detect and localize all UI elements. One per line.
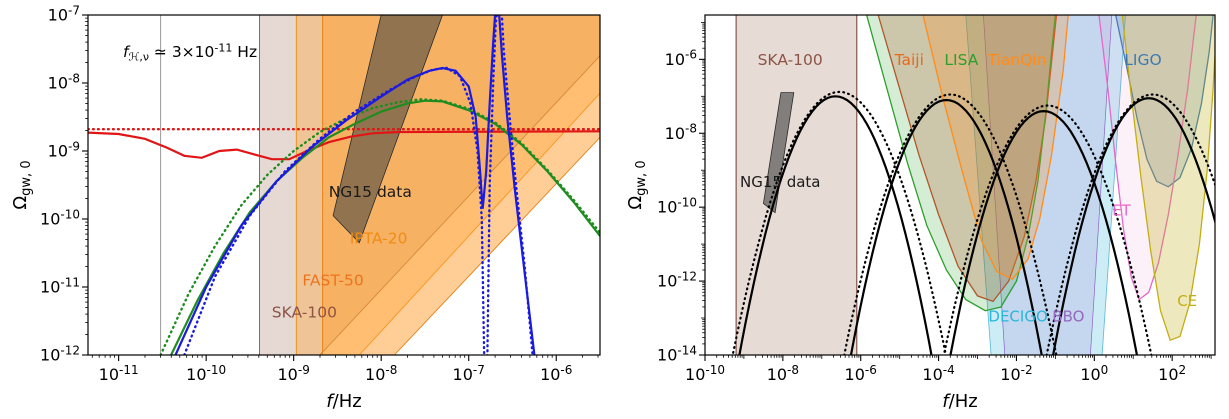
x-tick-label: 10-8	[767, 363, 799, 384]
y-tick-label: 10-14	[657, 343, 697, 364]
x-tick-label: 10-11	[99, 363, 139, 384]
ska-100-label: SKA-100	[758, 51, 823, 69]
ce-label: CE	[1177, 292, 1197, 310]
ng15-label: NG15 data	[329, 183, 412, 201]
y-tick-label: 10-12	[657, 269, 697, 290]
x-tick-label: 10-6	[540, 363, 572, 384]
y-axis-label-left: Ωgw, 0	[10, 160, 34, 209]
series-signal-4-dotted	[1045, 93, 1215, 355]
y-tick-label: 10-10	[40, 207, 80, 228]
x-axis-label-right: f/Hz	[942, 391, 977, 412]
series-signal-2-dotted	[843, 93, 1058, 355]
fill-ce-sensitivity	[1122, 15, 1215, 341]
series-green-dotted	[159, 98, 600, 355]
series-tianqin-sensitivity	[922, 15, 1069, 281]
y-tick-label: 10-8	[48, 71, 80, 92]
et-label: ET	[1112, 201, 1131, 219]
y-tick-label: 10-11	[40, 275, 80, 296]
tianqin-label: TianQin	[987, 51, 1047, 69]
fHnu-annotation: fℋ,ν ≃ 3×10-11 Hz	[123, 41, 257, 63]
y-axis-label-right: Ωgw, 0	[625, 160, 649, 209]
x-axis-label-left: f/Hz	[326, 391, 361, 412]
x-tick-label: 10-4	[922, 363, 954, 384]
ligo-label: LIGO	[1124, 51, 1161, 69]
fill-et-sensitivity	[1099, 15, 1197, 300]
ska-100-label: SKA-100	[272, 304, 337, 322]
series-blue-dotted	[183, 15, 534, 355]
fill-taiji-sensitivity	[878, 15, 1057, 302]
x-tick-label: 10-10	[685, 363, 725, 384]
y-tick-label: 10-9	[48, 139, 80, 160]
lisa-label: LISA	[944, 51, 978, 69]
x-tick-label: 102	[1158, 363, 1186, 384]
y-tick-label: 10-8	[665, 122, 697, 143]
region-BBO-band	[983, 15, 1113, 355]
bbo-label: BBO	[1052, 308, 1084, 326]
ipta-20-label: IPTA-20	[350, 230, 408, 248]
y-tick-label: 10-6	[665, 48, 697, 69]
y-tick-label: 10-7	[48, 3, 80, 24]
ng15-label: NG15 data	[740, 173, 821, 191]
axes-frame-left	[87, 14, 601, 356]
x-tick-label: 10-2	[1000, 363, 1032, 384]
plot-area-left	[88, 15, 600, 355]
series-signal-1-solid	[738, 95, 933, 355]
fill-tianqin-sensitivity	[923, 15, 1069, 280]
fill-lisa-sensitivity	[866, 15, 1056, 311]
series-et-sensitivity	[1098, 15, 1197, 301]
series-signal-2-solid	[849, 98, 1043, 355]
x-tick-label: 10-9	[278, 363, 310, 384]
series-signal-1-dotted	[731, 90, 947, 355]
y-tick-label: 10-10	[657, 196, 697, 217]
plot-area-right	[731, 15, 1215, 355]
decigo-label: DECIGO	[988, 308, 1047, 326]
series-signal-3-solid	[949, 109, 1139, 355]
fast-50-label: FAST-50	[302, 272, 363, 290]
x-tick-label: 100	[1080, 363, 1108, 384]
series-ce-sensitivity	[1121, 15, 1215, 342]
x-tick-label: 10-6	[845, 363, 877, 384]
series-signal-4-solid	[1052, 97, 1215, 355]
x-tick-label: 10-7	[453, 363, 485, 384]
series-red-solid	[88, 130, 600, 161]
series-signal-3-dotted	[942, 104, 1153, 355]
series-lisa-sensitivity	[865, 15, 1057, 312]
x-tick-label: 10-8	[365, 363, 397, 384]
series-blue-solid	[174, 15, 536, 355]
region-SKA-100-band	[735, 15, 858, 355]
y-tick-label: 10-12	[40, 343, 80, 364]
x-tick-label: 10-10	[186, 363, 226, 384]
taiji-label: Taiji	[894, 51, 924, 69]
